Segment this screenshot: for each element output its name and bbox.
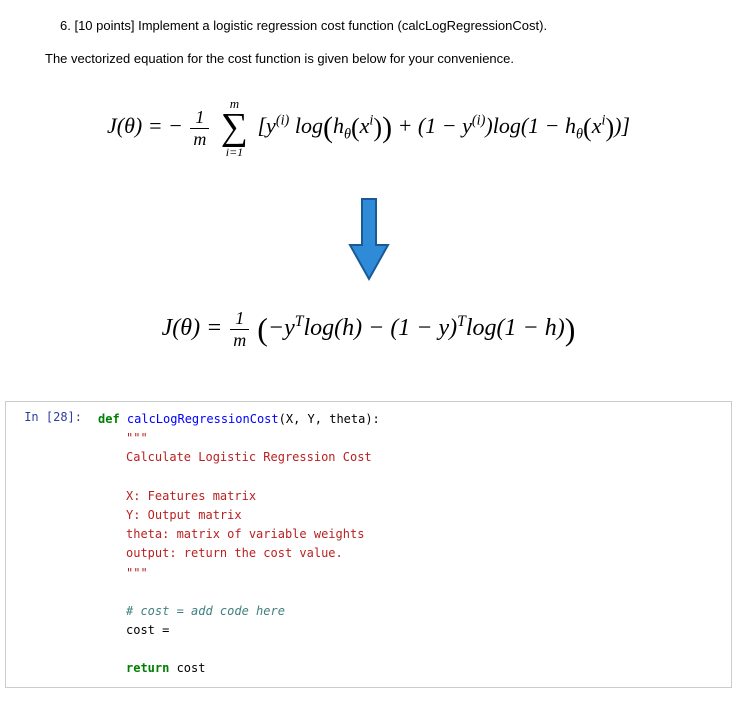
cell-prompt: In [28]: [6, 402, 88, 687]
cost-assign: cost = [126, 623, 169, 637]
docstring-line-5: output: return the cost value. [126, 546, 343, 560]
eq2-frac-num: 1 [230, 308, 249, 330]
docstring-line-2: X: Features matrix [126, 489, 256, 503]
question-header: 6. [10 points] Implement a logistic regr… [60, 18, 717, 33]
sigma-symbol: ∑ [221, 106, 248, 148]
docstring-line-4: theta: matrix of variable weights [126, 527, 364, 541]
def-line: def calcLogRegressionCost(X, Y, theta): [98, 410, 721, 429]
arrow-path [350, 199, 388, 279]
fn-params: (X, Y, theta): [279, 412, 380, 426]
down-arrow-icon [346, 195, 392, 283]
code-cell: In [28]: def calcLogRegressionCost(X, Y,… [5, 401, 732, 688]
eq2-frac-den: m [230, 330, 249, 351]
eq1-body: [y(i) log(hθ(xi)) + (1 − y(i))log(1 − hθ… [258, 113, 631, 138]
docstring-line-1: Calculate Logistic Regression Cost [126, 450, 372, 464]
return-var: cost [169, 661, 205, 675]
eq1-lhs: J(θ) = − [107, 113, 183, 138]
eq2-body: (−yTlog(h) − (1 − y)Tlog(1 − h)) [257, 315, 575, 341]
return-keyword: return [126, 661, 169, 675]
docstring-open: """ [126, 431, 148, 445]
docstring-close: """ [126, 566, 148, 580]
blank-line-1 [126, 470, 133, 484]
sigma-block: m ∑ i=1 [221, 96, 248, 160]
page-container: 6. [10 points] Implement a logistic regr… [0, 0, 737, 391]
equation-1: J(θ) = − 1 m m ∑ i=1 [y(i) log(hθ(xi)) +… [107, 96, 630, 160]
docstring-line-3: Y: Output matrix [126, 508, 242, 522]
eq2-fraction: 1 m [230, 308, 249, 351]
def-keyword: def [98, 412, 120, 426]
vectorized-caption: The vectorized equation for the cost fun… [45, 51, 717, 66]
arrow-container [20, 195, 717, 288]
fn-name: calcLogRegressionCost [120, 412, 279, 426]
comment-line: # cost = add code here [126, 604, 285, 618]
blank-line-3 [126, 642, 133, 656]
equation-2: J(θ) = 1 m (−yTlog(h) − (1 − y)Tlog(1 − … [20, 308, 717, 351]
blank-line-2 [126, 585, 133, 599]
equation-1-block: J(θ) = − 1 m m ∑ i=1 [y(i) log(hθ(xi)) +… [20, 86, 717, 170]
code-body[interactable]: def calcLogRegressionCost(X, Y, theta): … [88, 402, 731, 687]
q-points: [10 points] [74, 18, 134, 33]
eq1-fraction: 1 m [190, 107, 209, 150]
eq1-frac-num: 1 [190, 107, 209, 129]
eq2-lhs: J(θ) = [162, 315, 229, 341]
q-text: Implement a logistic regression cost fun… [138, 18, 547, 33]
q-number: 6. [60, 18, 71, 33]
eq1-frac-den: m [190, 129, 209, 150]
